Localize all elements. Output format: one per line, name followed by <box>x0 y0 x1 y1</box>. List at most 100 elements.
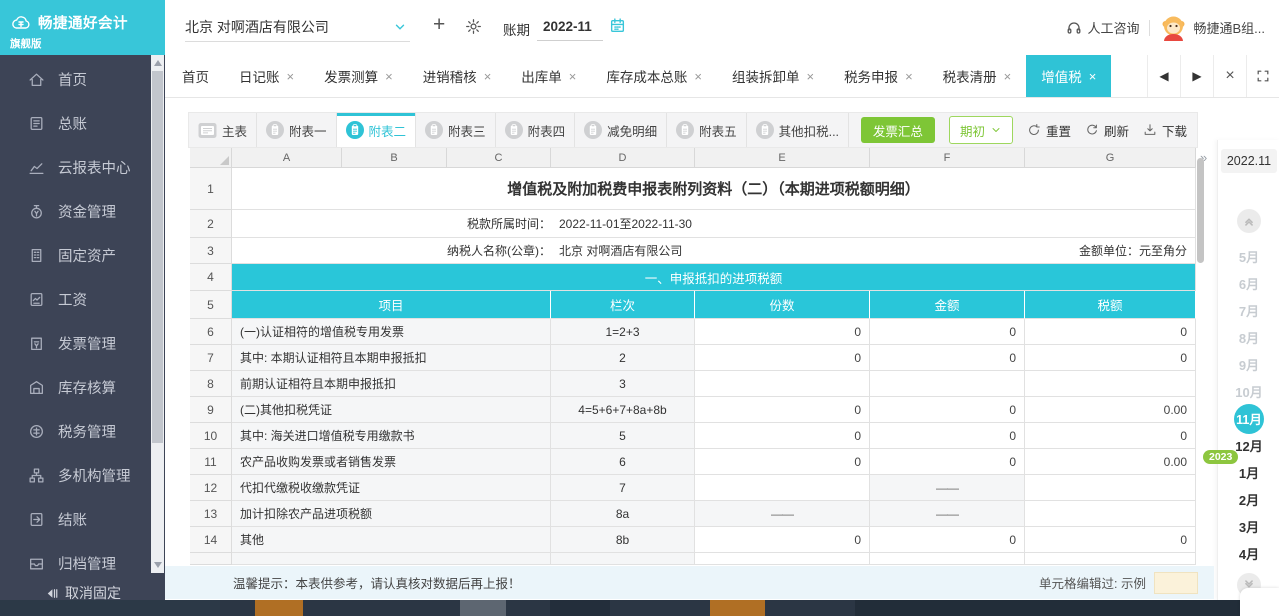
scroll-tabs-left-button[interactable]: ◀ <box>1147 55 1180 97</box>
form-tab-appendix-2[interactable]: 附表二 <box>336 113 417 147</box>
initial-balance-dropdown[interactable]: 期初 <box>948 116 1013 144</box>
month-item-1月[interactable]: 2023 1月 <box>1203 450 1279 486</box>
value-cell[interactable]: 0 <box>870 527 1025 553</box>
user-menu[interactable]: 畅捷通B组... <box>1160 14 1265 41</box>
value-cell[interactable]: 0 <box>695 423 870 449</box>
column-header-D[interactable]: D <box>551 148 695 168</box>
form-tab-appendix-1[interactable]: 附表一 <box>257 113 337 147</box>
close-icon[interactable]: × <box>1088 68 1097 84</box>
row-number[interactable]: 14 <box>190 527 232 553</box>
row-number[interactable]: 4 <box>190 264 232 291</box>
month-item-11月[interactable]: 11月 <box>1218 403 1279 434</box>
close-all-tabs-button[interactable]: × <box>1213 55 1246 97</box>
month-item-10月[interactable]: 10月 <box>1218 378 1279 405</box>
calendar-icon[interactable] <box>609 17 626 34</box>
month-item-8月[interactable]: 8月 <box>1218 324 1279 351</box>
value-cell[interactable] <box>695 553 870 565</box>
gear-icon[interactable] <box>465 18 482 35</box>
tab-tax-filing[interactable]: 税务申报 × <box>829 55 928 97</box>
period-row-cell[interactable]: 税款所属时间： 2022-11-01至2022-11-30 <box>232 210 1196 238</box>
close-icon[interactable]: × <box>905 68 913 84</box>
company-select[interactable]: 北京 对啊酒店有限公司 <box>185 19 329 35</box>
row-number[interactable]: 3 <box>190 238 232 264</box>
close-icon[interactable]: × <box>385 68 393 84</box>
value-cell[interactable]: 0 <box>870 449 1025 475</box>
value-cell[interactable] <box>1025 475 1196 501</box>
row-number[interactable]: 6 <box>190 319 232 345</box>
value-cell[interactable]: 0 <box>870 319 1025 345</box>
value-cell[interactable]: 0 <box>695 449 870 475</box>
value-cell[interactable]: —— <box>870 501 1025 527</box>
sidebar-item-tax[interactable]: 税务管理 <box>0 409 150 453</box>
value-cell[interactable]: —— <box>870 475 1025 501</box>
value-cell[interactable]: 0 <box>695 397 870 423</box>
close-icon[interactable]: × <box>483 68 492 84</box>
sidebar-scrollbar[interactable] <box>151 55 164 573</box>
value-cell[interactable]: 0 <box>695 319 870 345</box>
sidebar-item-invoice[interactable]: 发票管理 <box>0 321 150 365</box>
download-button[interactable]: 下载 <box>1143 121 1187 140</box>
human-consult-button[interactable]: 人工咨询 <box>1066 18 1139 37</box>
value-cell[interactable]: 0 <box>1025 319 1196 345</box>
add-company-button[interactable]: + <box>433 13 446 36</box>
scroll-tabs-right-button[interactable]: ▶ <box>1180 55 1213 97</box>
column-header-B[interactable]: B <box>342 148 447 168</box>
taxpayer-row-cell[interactable]: 纳税人名称(公章)： 北京 对啊酒店有限公司 金额单位：元至角分 <box>232 238 1196 264</box>
value-cell[interactable]: 0.00 <box>1025 397 1196 423</box>
value-cell[interactable] <box>695 371 870 397</box>
month-item-3月[interactable]: 3月 <box>1218 513 1279 540</box>
value-cell[interactable]: 0.00 <box>1025 449 1196 475</box>
sidebar-item-home[interactable]: 首页 <box>0 57 150 101</box>
select-all-corner[interactable] <box>190 148 232 168</box>
row-number[interactable]: 9 <box>190 397 232 423</box>
tab-vat[interactable]: 增值税 × <box>1026 55 1112 97</box>
reset-button[interactable]: 重置 <box>1027 121 1071 140</box>
sidebar-item-general-ledger[interactable]: 总账 <box>0 101 150 145</box>
tab-tax-register[interactable]: 税表清册 × <box>928 55 1027 97</box>
row-number[interactable]: 5 <box>190 291 232 319</box>
sidebar-item-inventory[interactable]: 库存核算 <box>0 365 150 409</box>
value-cell[interactable] <box>870 553 1025 565</box>
month-item-2月[interactable]: 2月 <box>1218 486 1279 513</box>
form-tab-main[interactable]: 主表 <box>189 113 258 147</box>
floating-widget[interactable] <box>1240 588 1279 616</box>
row-number[interactable]: 11 <box>190 449 232 475</box>
refresh-button[interactable]: 刷新 <box>1085 121 1129 140</box>
column-header-C[interactable]: C <box>447 148 551 168</box>
row-number[interactable]: 1 <box>190 168 232 210</box>
month-item-12月[interactable]: 12月 <box>1218 432 1279 459</box>
value-cell[interactable]: 0 <box>1025 423 1196 449</box>
column-header-F[interactable]: F <box>870 148 1025 168</box>
sidebar-item-payroll[interactable]: 工资 <box>0 277 150 321</box>
row-number[interactable]: 10 <box>190 423 232 449</box>
chevron-down-icon[interactable] <box>393 20 407 34</box>
value-cell[interactable] <box>1025 501 1196 527</box>
sheet-title-cell[interactable]: 增值税及附加税费申报表附列资料（二）（本期进项税额明细） <box>232 168 1196 210</box>
value-cell[interactable]: 0 <box>1025 527 1196 553</box>
sidebar-item-fixed-assets[interactable]: 固定资产 <box>0 233 150 277</box>
invoice-summary-button[interactable]: 发票汇总 <box>860 117 935 143</box>
row-number[interactable]: 8 <box>190 371 232 397</box>
close-icon[interactable]: × <box>806 68 815 84</box>
tab-journal[interactable]: 日记账 × <box>224 55 309 97</box>
month-item-5月[interactable]: 5月 <box>1218 243 1279 270</box>
column-header-G[interactable]: G <box>1025 148 1196 168</box>
form-tab-other-deduction[interactable]: 其他扣税... <box>747 113 850 147</box>
row-number[interactable]: 7 <box>190 345 232 371</box>
grid-scrollbar-thumb[interactable] <box>1197 158 1204 263</box>
sidebar-item-closing[interactable]: 结账 <box>0 497 150 541</box>
collapse-panel-icon[interactable]: » <box>1200 150 1208 165</box>
month-item-7月[interactable]: 7月 <box>1218 297 1279 324</box>
month-item-6月[interactable]: 6月 <box>1218 270 1279 297</box>
scroll-down-arrow-icon[interactable] <box>154 562 162 568</box>
form-tab-deduction-detail[interactable]: 减免明细 <box>575 113 668 147</box>
value-cell[interactable]: 0 <box>870 423 1025 449</box>
fullscreen-icon[interactable] <box>1246 55 1279 97</box>
tab-purchase-sales-audit[interactable]: 进销稽核 × <box>408 55 507 97</box>
value-cell[interactable]: —— <box>695 501 870 527</box>
value-cell[interactable]: 0 <box>695 527 870 553</box>
sidebar-item-cloud-reports[interactable]: 云报表中心 <box>0 145 150 189</box>
value-cell[interactable]: 0 <box>870 345 1025 371</box>
row-number[interactable] <box>190 553 232 565</box>
sidebar-item-archive[interactable]: 归档管理 <box>0 541 150 585</box>
